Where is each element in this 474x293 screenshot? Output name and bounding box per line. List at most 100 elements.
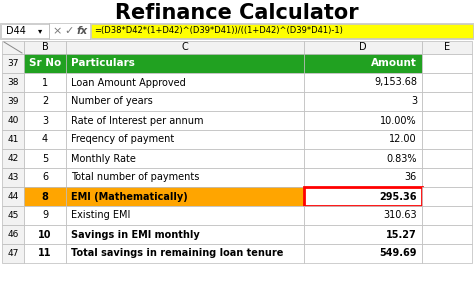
FancyBboxPatch shape bbox=[24, 149, 66, 168]
Text: 39: 39 bbox=[7, 97, 19, 106]
Text: =(D38*D42*(1+D42)^(D39*D41))/((1+D42)^(D39*D41)-1): =(D38*D42*(1+D42)^(D39*D41))/((1+D42)^(D… bbox=[94, 26, 343, 35]
Text: Monthly Rate: Monthly Rate bbox=[71, 154, 136, 163]
FancyBboxPatch shape bbox=[2, 73, 24, 92]
FancyBboxPatch shape bbox=[422, 130, 472, 149]
Text: 12.00: 12.00 bbox=[389, 134, 417, 144]
FancyBboxPatch shape bbox=[422, 244, 472, 263]
Text: Loan Amount Approved: Loan Amount Approved bbox=[71, 78, 186, 88]
Text: Savings in EMI monthly: Savings in EMI monthly bbox=[71, 229, 200, 239]
FancyBboxPatch shape bbox=[24, 187, 66, 206]
FancyBboxPatch shape bbox=[304, 244, 422, 263]
FancyBboxPatch shape bbox=[0, 23, 474, 39]
Text: Total savings in remaining loan tenure: Total savings in remaining loan tenure bbox=[71, 248, 283, 258]
Text: Refinance Calculator: Refinance Calculator bbox=[115, 3, 359, 23]
FancyBboxPatch shape bbox=[2, 187, 24, 206]
FancyBboxPatch shape bbox=[304, 92, 422, 111]
FancyBboxPatch shape bbox=[2, 54, 24, 73]
FancyBboxPatch shape bbox=[304, 73, 422, 92]
Text: 1: 1 bbox=[42, 78, 48, 88]
FancyBboxPatch shape bbox=[304, 111, 422, 130]
FancyBboxPatch shape bbox=[2, 111, 24, 130]
FancyBboxPatch shape bbox=[66, 244, 304, 263]
Text: D44: D44 bbox=[6, 26, 26, 36]
FancyBboxPatch shape bbox=[2, 225, 24, 244]
Text: 41: 41 bbox=[7, 135, 18, 144]
FancyBboxPatch shape bbox=[24, 41, 66, 54]
Text: ×: × bbox=[52, 26, 62, 36]
FancyBboxPatch shape bbox=[2, 149, 24, 168]
FancyBboxPatch shape bbox=[422, 149, 472, 168]
Text: 38: 38 bbox=[7, 78, 19, 87]
FancyBboxPatch shape bbox=[66, 225, 304, 244]
FancyBboxPatch shape bbox=[304, 130, 422, 149]
FancyBboxPatch shape bbox=[422, 111, 472, 130]
FancyBboxPatch shape bbox=[304, 187, 422, 206]
FancyBboxPatch shape bbox=[304, 168, 422, 187]
FancyBboxPatch shape bbox=[24, 168, 66, 187]
FancyBboxPatch shape bbox=[66, 73, 304, 92]
Text: 15.27: 15.27 bbox=[386, 229, 417, 239]
FancyBboxPatch shape bbox=[422, 73, 472, 92]
Text: EMI (Mathematically): EMI (Mathematically) bbox=[71, 192, 188, 202]
FancyBboxPatch shape bbox=[24, 225, 66, 244]
Text: E: E bbox=[444, 42, 450, 52]
FancyBboxPatch shape bbox=[422, 92, 472, 111]
FancyBboxPatch shape bbox=[304, 149, 422, 168]
Text: 6: 6 bbox=[42, 173, 48, 183]
Text: 43: 43 bbox=[7, 173, 18, 182]
Text: Total number of payments: Total number of payments bbox=[71, 173, 200, 183]
Text: ✓: ✓ bbox=[64, 26, 73, 36]
FancyBboxPatch shape bbox=[66, 130, 304, 149]
Text: Existing EMI: Existing EMI bbox=[71, 210, 130, 221]
Text: 2: 2 bbox=[42, 96, 48, 106]
FancyBboxPatch shape bbox=[24, 130, 66, 149]
Text: Particulars: Particulars bbox=[71, 59, 135, 69]
FancyBboxPatch shape bbox=[24, 92, 66, 111]
Text: Sr No: Sr No bbox=[29, 59, 61, 69]
Text: 45: 45 bbox=[7, 211, 18, 220]
FancyBboxPatch shape bbox=[2, 168, 24, 187]
FancyBboxPatch shape bbox=[2, 206, 24, 225]
FancyBboxPatch shape bbox=[2, 92, 24, 111]
Text: 4: 4 bbox=[42, 134, 48, 144]
Text: 40: 40 bbox=[7, 116, 18, 125]
Text: 11: 11 bbox=[38, 248, 52, 258]
FancyBboxPatch shape bbox=[66, 41, 304, 54]
Text: 46: 46 bbox=[7, 230, 18, 239]
Text: 10.00%: 10.00% bbox=[380, 115, 417, 125]
FancyBboxPatch shape bbox=[66, 187, 304, 206]
Text: Rate of Interest per annum: Rate of Interest per annum bbox=[71, 115, 203, 125]
FancyBboxPatch shape bbox=[422, 54, 472, 73]
FancyBboxPatch shape bbox=[304, 54, 422, 73]
Text: 549.69: 549.69 bbox=[380, 248, 417, 258]
FancyBboxPatch shape bbox=[66, 111, 304, 130]
Text: 310.63: 310.63 bbox=[383, 210, 417, 221]
Text: 9,153.68: 9,153.68 bbox=[374, 78, 417, 88]
FancyBboxPatch shape bbox=[304, 225, 422, 244]
FancyBboxPatch shape bbox=[24, 54, 66, 73]
Text: 44: 44 bbox=[8, 192, 18, 201]
Text: 36: 36 bbox=[405, 173, 417, 183]
Text: fx: fx bbox=[76, 26, 88, 36]
Text: 295.36: 295.36 bbox=[380, 192, 417, 202]
FancyBboxPatch shape bbox=[24, 111, 66, 130]
Text: 5: 5 bbox=[42, 154, 48, 163]
FancyBboxPatch shape bbox=[2, 130, 24, 149]
FancyBboxPatch shape bbox=[422, 41, 472, 54]
Text: 8: 8 bbox=[42, 192, 48, 202]
Text: Amount: Amount bbox=[371, 59, 417, 69]
FancyBboxPatch shape bbox=[2, 41, 24, 54]
FancyBboxPatch shape bbox=[304, 41, 422, 54]
FancyBboxPatch shape bbox=[304, 206, 422, 225]
FancyBboxPatch shape bbox=[422, 225, 472, 244]
FancyBboxPatch shape bbox=[24, 73, 66, 92]
Text: C: C bbox=[182, 42, 188, 52]
Text: 37: 37 bbox=[7, 59, 19, 68]
FancyBboxPatch shape bbox=[24, 244, 66, 263]
FancyBboxPatch shape bbox=[91, 24, 473, 38]
Text: 3: 3 bbox=[411, 96, 417, 106]
Text: ▾: ▾ bbox=[38, 26, 42, 35]
FancyBboxPatch shape bbox=[422, 187, 472, 206]
FancyBboxPatch shape bbox=[66, 54, 304, 73]
Text: 9: 9 bbox=[42, 210, 48, 221]
